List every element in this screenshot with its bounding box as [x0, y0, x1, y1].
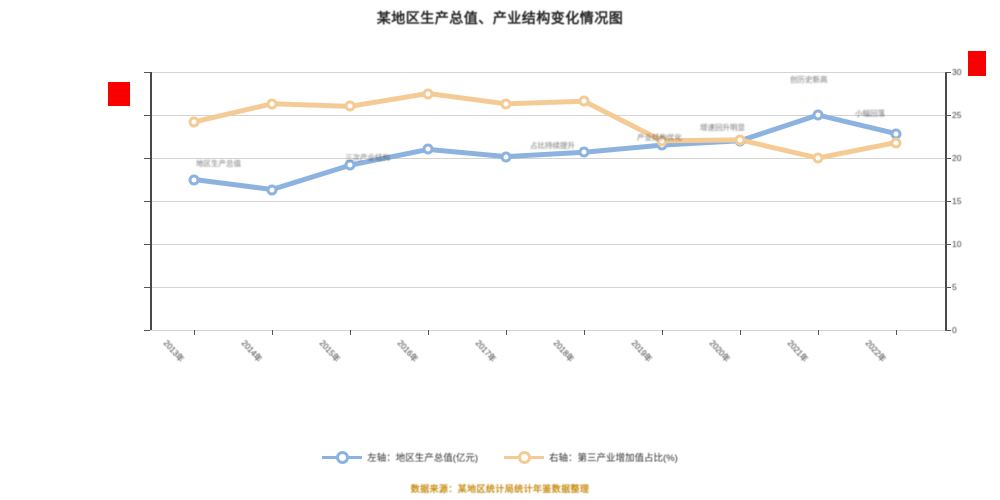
- plot-annotation-text: 三次产业结构: [345, 153, 390, 162]
- x-axis-label: 2020年: [707, 338, 732, 364]
- chart-footer-note: 数据来源：某地区统计局统计年鉴数据整理: [410, 484, 590, 494]
- right-axis-tick-label: 10: [952, 239, 962, 249]
- x-axis-tick-mark: [506, 330, 507, 335]
- right-axis-tick-mark: [945, 201, 951, 202]
- data-point-marker[interactable]: [266, 98, 278, 110]
- x-axis-label: 2015年: [317, 338, 342, 364]
- data-point-marker[interactable]: [188, 116, 200, 128]
- gridline: [150, 115, 945, 116]
- data-point-marker[interactable]: [890, 137, 902, 149]
- right-axis-tick-mark: [945, 115, 951, 116]
- plot-annotation-text: 增速回升明显: [700, 123, 745, 132]
- data-point-marker[interactable]: [812, 109, 824, 121]
- data-point-marker[interactable]: [812, 152, 824, 164]
- left-axis-line: [150, 72, 152, 330]
- right-axis-tick-label: 5: [952, 282, 957, 292]
- x-axis-label: 2019年: [629, 338, 654, 364]
- right-axis-tick-mark: [945, 244, 951, 245]
- x-axis-tick-mark: [194, 330, 195, 335]
- x-axis-tick-mark: [740, 330, 741, 335]
- right-axis-tick-mark: [945, 330, 951, 331]
- x-axis-tick-mark: [662, 330, 663, 335]
- right-axis-tick-label: 15: [952, 196, 962, 206]
- x-axis-tick-mark: [584, 330, 585, 335]
- x-axis-label: 2014年: [239, 338, 264, 364]
- right-axis-tick-label: 0: [952, 325, 957, 335]
- data-point-marker[interactable]: [344, 159, 356, 171]
- gridline: [150, 244, 945, 245]
- left-axis-tick-mark: [144, 201, 150, 202]
- left-axis-tick-mark: [144, 115, 150, 116]
- x-axis-tick-mark: [896, 330, 897, 335]
- x-axis-label: 2016年: [395, 338, 420, 364]
- x-axis-label: 2017年: [473, 338, 498, 364]
- legend-item-orange[interactable]: 右轴：第三产业增加值占比(%): [504, 450, 678, 464]
- gridline: [150, 72, 945, 73]
- left-axis-tick-mark: [144, 330, 150, 331]
- data-point-marker[interactable]: [266, 184, 278, 196]
- chart-legend: 左轴：地区生产总值(亿元) 右轴：第三产业增加值占比(%): [0, 450, 1000, 464]
- plot-area: [150, 72, 945, 331]
- data-point-marker[interactable]: [422, 143, 434, 155]
- right-axis-tick-mark: [945, 158, 951, 159]
- gridline: [150, 201, 945, 202]
- data-point-marker[interactable]: [500, 98, 512, 110]
- x-axis-label: 2013年: [161, 338, 186, 364]
- data-point-marker[interactable]: [188, 174, 200, 185]
- legend-label-blue: 左轴：地区生产总值(亿元): [367, 453, 479, 464]
- data-point-marker[interactable]: [578, 146, 590, 158]
- plot-annotation-text: 小幅回落: [855, 109, 885, 118]
- x-axis-tick-mark: [818, 330, 819, 335]
- left-axis-tick-mark: [144, 287, 150, 288]
- plot-annotation-text: 创历史新高: [790, 75, 828, 84]
- left-axis-tick-mark: [144, 158, 150, 159]
- top-right-red-callout: [968, 51, 986, 76]
- x-axis-tick-mark: [350, 330, 351, 335]
- plot-annotation-text: 占比持续提升: [530, 141, 575, 150]
- x-axis-label: 2021年: [785, 338, 810, 364]
- data-point-marker[interactable]: [656, 135, 668, 147]
- left-axis-red-callout: [108, 82, 130, 106]
- right-axis-tick-mark: [945, 287, 951, 288]
- data-point-marker[interactable]: [344, 100, 356, 112]
- right-axis-tick-label: 30: [952, 67, 962, 77]
- gridline: [150, 158, 945, 159]
- gridline: [150, 287, 945, 288]
- legend-label-orange: 右轴：第三产业增加值占比(%): [549, 453, 678, 464]
- data-point-marker[interactable]: [422, 88, 434, 99]
- plot-annotation-text: 地区生产总值: [196, 159, 241, 168]
- data-point-marker[interactable]: [734, 134, 746, 146]
- gridline: [150, 330, 945, 331]
- right-axis-tick-mark: [945, 72, 951, 73]
- legend-item-blue[interactable]: 左轴：地区生产总值(亿元): [322, 450, 478, 464]
- plot-annotation-text: 产业结构优化: [637, 133, 682, 142]
- left-axis-tick-mark: [144, 244, 150, 245]
- data-point-marker[interactable]: [578, 95, 590, 107]
- x-axis-label: 2018年: [551, 338, 576, 364]
- x-axis-tick-mark: [272, 330, 273, 335]
- legend-marker-orange-icon: [504, 450, 545, 464]
- left-axis-tick-mark: [144, 72, 150, 73]
- right-axis-tick-label: 20: [952, 153, 962, 163]
- right-axis-tick-label: 25: [952, 110, 962, 120]
- x-axis-tick-mark: [428, 330, 429, 335]
- legend-marker-blue-icon: [322, 450, 363, 464]
- chart-title: 某地区生产总值、产业结构变化情况图: [376, 10, 624, 26]
- x-axis-label: 2022年: [863, 338, 888, 364]
- data-point-marker[interactable]: [500, 151, 512, 163]
